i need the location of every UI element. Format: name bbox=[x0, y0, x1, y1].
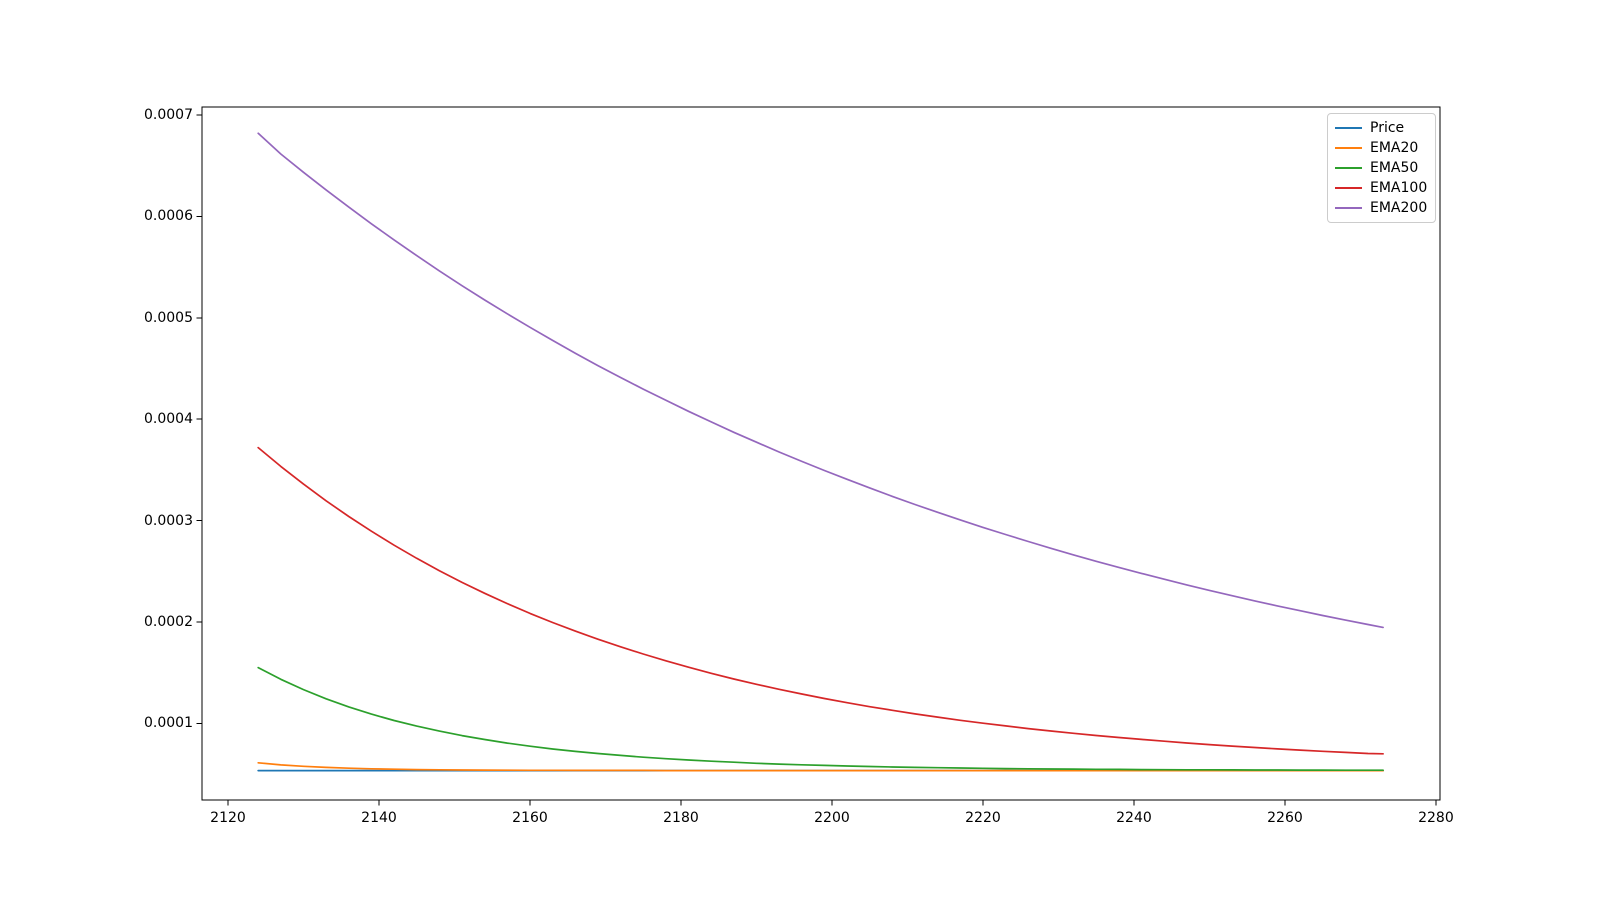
legend-line-swatch-ema100 bbox=[1335, 187, 1362, 189]
x-tick-label: 2200 bbox=[814, 810, 850, 826]
legend-label: EMA200 bbox=[1370, 200, 1428, 216]
y-tick-label: 0.0004 bbox=[144, 411, 193, 428]
x-tick-label: 2220 bbox=[965, 810, 1001, 826]
legend-line-swatch-ema20 bbox=[1335, 147, 1362, 149]
legend-label: EMA100 bbox=[1370, 180, 1428, 196]
legend-item-ema100: EMA100 bbox=[1335, 178, 1435, 198]
legend-label: EMA50 bbox=[1370, 160, 1419, 176]
x-tick-label: 2120 bbox=[210, 810, 246, 826]
y-tick-label: 0.0002 bbox=[144, 614, 193, 630]
legend-item-price: Price bbox=[1335, 118, 1435, 138]
legend-item-ema200: EMA200 bbox=[1335, 198, 1435, 218]
y-tick-label: 0.0006 bbox=[144, 208, 193, 225]
legend-line-swatch-price bbox=[1335, 127, 1362, 129]
legend-item-ema20: EMA20 bbox=[1335, 138, 1435, 158]
y-tick-label: 0.0003 bbox=[144, 512, 193, 529]
legend: Price EMA20 EMA50 EMA100 EMA200 bbox=[1327, 113, 1436, 223]
y-tick-label: 0.0007 bbox=[144, 107, 193, 123]
legend-label: EMA20 bbox=[1370, 140, 1419, 156]
x-tick-label: 2280 bbox=[1418, 810, 1454, 826]
y-tick-label: 0.0001 bbox=[144, 715, 193, 732]
series-line-ema100 bbox=[257, 446, 1384, 755]
x-tick-label: 2260 bbox=[1267, 810, 1303, 826]
legend-item-ema50: EMA50 bbox=[1335, 158, 1435, 178]
legend-line-swatch-ema50 bbox=[1335, 167, 1362, 169]
legend-line-swatch-ema200 bbox=[1335, 207, 1362, 209]
y-tick-label: 0.0005 bbox=[144, 309, 193, 326]
series-line-ema50 bbox=[257, 666, 1384, 772]
plot-frame bbox=[201, 106, 1441, 801]
x-tick-label: 2140 bbox=[361, 810, 397, 826]
legend-label: Price bbox=[1370, 120, 1405, 136]
x-tick-label: 2180 bbox=[663, 810, 699, 826]
x-tick-label: 2160 bbox=[512, 810, 548, 826]
x-tick-label: 2240 bbox=[1116, 810, 1152, 826]
series-line-ema200 bbox=[257, 132, 1384, 629]
